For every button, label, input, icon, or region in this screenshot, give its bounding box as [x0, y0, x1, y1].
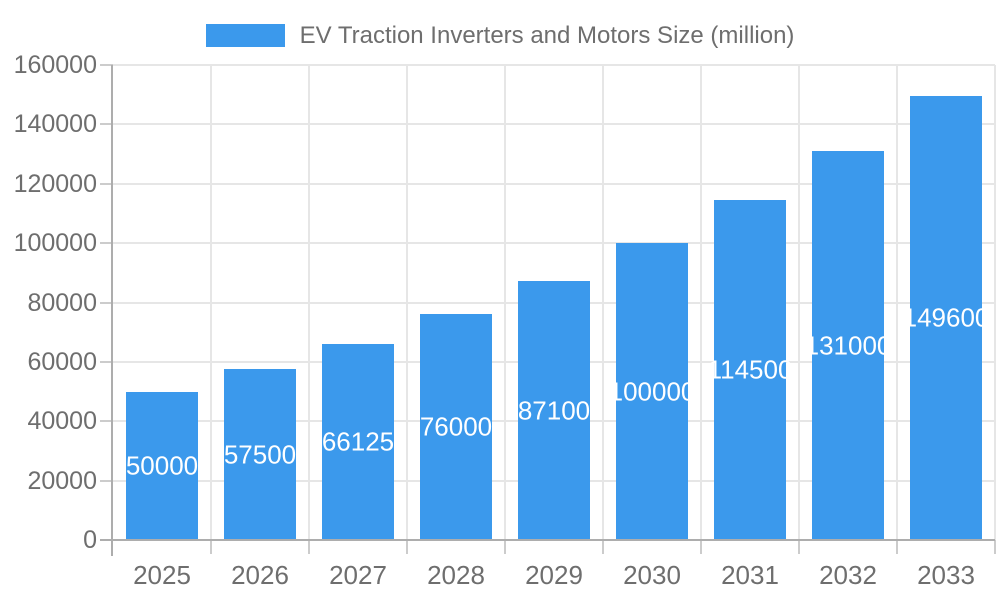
x-axis-tick-9 [994, 540, 996, 554]
x-axis-tick-8 [896, 540, 898, 554]
y-axis-label-100000: 100000 [13, 229, 97, 258]
x-axis-tick-5 [602, 540, 604, 554]
bar-value-label-2033: 149600 [902, 302, 990, 333]
x-axis-label-2033: 2033 [917, 560, 975, 590]
bar-2033[interactable] [910, 95, 982, 540]
bar-2032[interactable] [812, 151, 884, 540]
legend-title: EV Traction Inverters and Motors Size (m… [299, 22, 795, 49]
x-axis-tick-2 [308, 540, 310, 554]
bar-2026[interactable] [224, 369, 296, 540]
bar-2028[interactable] [420, 314, 492, 540]
bar-value-label-2027: 66125 [321, 426, 395, 457]
y-axis-tick-140000 [100, 123, 113, 126]
gridline-horizontal-160000 [113, 64, 995, 66]
x-axis-tick-3 [406, 540, 408, 554]
x-axis-label-2027: 2027 [329, 560, 387, 590]
y-axis-label-120000: 120000 [13, 169, 97, 198]
bar-value-label-2028: 76000 [419, 411, 493, 442]
y-axis-tick-60000 [100, 360, 113, 363]
y-axis-label-140000: 140000 [13, 110, 97, 139]
x-axis-label-2025: 2025 [133, 560, 191, 590]
gridline-horizontal-100000 [113, 242, 995, 245]
gridline-vertical-9 [994, 65, 996, 540]
x-axis-label-2030: 2030 [623, 560, 681, 590]
y-axis-label-160000: 160000 [13, 51, 97, 79]
y-axis-tick-80000 [100, 301, 113, 304]
x-axis-label-2028: 2028 [427, 560, 485, 590]
gridline-vertical-8 [896, 65, 898, 540]
gridline-vertical-5 [602, 65, 604, 540]
gridline-vertical-4 [504, 65, 506, 540]
bar-value-label-2030: 100000 [608, 376, 696, 407]
y-axis-label-0: 0 [83, 526, 97, 554]
x-axis-tick-7 [798, 540, 800, 554]
y-axis-tick-100000 [100, 242, 113, 245]
bar-value-label-2032: 131000 [804, 330, 892, 361]
y-axis-label-60000: 60000 [27, 347, 97, 376]
y-axis-tick-20000 [100, 479, 113, 482]
bar-value-label-2025: 50000 [125, 450, 199, 481]
gridline-horizontal-140000 [113, 123, 995, 126]
legend-swatch [205, 24, 285, 47]
gridline-vertical-6 [700, 65, 702, 540]
x-axis-label-2032: 2032 [819, 560, 877, 590]
x-axis-label-2029: 2029 [525, 560, 583, 590]
bar-value-label-2029: 87100 [517, 395, 591, 426]
x-axis-label-2031: 2031 [721, 560, 779, 590]
bar-2031[interactable] [714, 200, 786, 540]
y-axis-line [111, 65, 113, 556]
gridline-vertical-1 [210, 65, 212, 540]
x-axis-line [100, 539, 995, 541]
y-axis-tick-120000 [100, 182, 113, 185]
bar-2030[interactable] [616, 243, 688, 540]
gridline-vertical-7 [798, 65, 800, 540]
x-axis-tick-1 [210, 540, 212, 554]
gridline-vertical-2 [308, 65, 310, 540]
y-axis-tick-160000 [100, 64, 113, 66]
y-axis-label-20000: 20000 [27, 466, 97, 495]
bar-value-label-2031: 114500 [707, 354, 793, 385]
x-axis-label-2026: 2026 [231, 560, 289, 590]
x-axis-tick-6 [700, 540, 702, 554]
y-axis-tick-40000 [100, 420, 113, 423]
bar-2027[interactable] [322, 343, 394, 540]
chart-legend: EV Traction Inverters and Motors Size (m… [0, 22, 1000, 49]
gridline-vertical-3 [406, 65, 408, 540]
y-axis-label-40000: 40000 [27, 407, 97, 436]
bar-2025[interactable] [126, 391, 198, 540]
x-axis-tick-4 [504, 540, 506, 554]
bar-value-label-2026: 57500 [223, 439, 297, 470]
gridline-horizontal-120000 [113, 182, 995, 185]
y-axis-label-80000: 80000 [27, 288, 97, 317]
bar-2029[interactable] [518, 281, 590, 540]
